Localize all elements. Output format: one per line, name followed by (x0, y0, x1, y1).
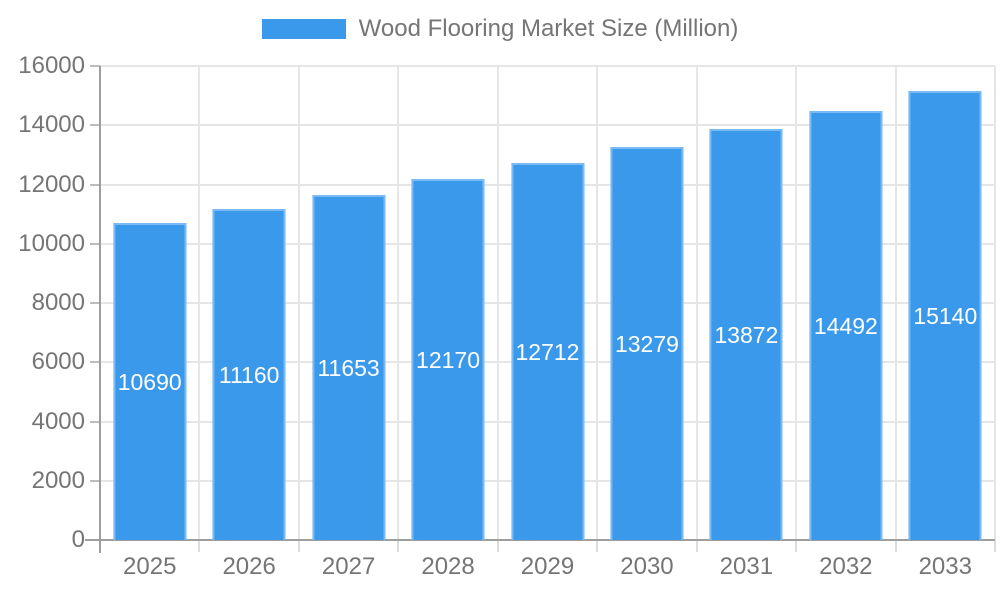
y-tick-mark (90, 124, 100, 127)
y-tick-label: 12000 (18, 170, 85, 198)
x-tick-label: 2026 (222, 553, 276, 580)
bar[interactable]: 11160 (212, 209, 286, 540)
x-tick-label: 2032 (819, 553, 873, 580)
legend-swatch-icon (261, 19, 346, 40)
x-gridline (894, 66, 897, 540)
x-axis-line (85, 539, 995, 541)
bar-value-label: 13279 (614, 330, 679, 357)
x-gridline (596, 66, 599, 540)
x-tick-label: 2031 (719, 553, 774, 580)
x-tick-label: 2027 (321, 553, 376, 580)
bar-value-label: 12170 (416, 347, 481, 374)
x-gridline (297, 66, 300, 540)
x-tick-mark (994, 540, 996, 552)
bar[interactable]: 11653 (312, 194, 386, 540)
x-tick-mark (496, 540, 499, 552)
bar[interactable]: 14492 (809, 110, 883, 540)
y-tick-label: 6000 (31, 348, 85, 376)
x-tick-mark (795, 540, 798, 552)
y-tick-mark (90, 479, 100, 482)
bar-value-label: 15140 (913, 303, 978, 330)
bar[interactable]: 15140 (908, 91, 982, 540)
x-tick-label: 2025 (123, 553, 177, 580)
y-axis-line (99, 66, 101, 553)
y-tick-label: 14000 (18, 111, 85, 139)
x-gridline (695, 66, 698, 540)
y-tick-mark (90, 65, 100, 67)
x-tick-label: 2029 (520, 553, 575, 580)
y-gridline (100, 124, 995, 127)
y-tick-label: 10000 (18, 229, 85, 257)
y-tick-label: 16000 (18, 52, 85, 79)
x-tick-mark (894, 540, 897, 552)
y-tick-mark (90, 361, 100, 364)
y-tick-label: 0 (71, 526, 85, 553)
x-tick-mark (397, 540, 400, 552)
bar-value-label: 11160 (218, 362, 280, 389)
y-tick-mark (90, 183, 100, 186)
x-gridline (198, 66, 201, 540)
x-gridline (994, 66, 996, 540)
bar-value-label: 13872 (714, 322, 779, 349)
y-gridline (100, 65, 995, 67)
bar[interactable]: 12170 (411, 179, 485, 540)
bar-value-label: 10690 (117, 369, 182, 396)
bar[interactable]: 12712 (510, 163, 585, 540)
x-tick-mark (297, 540, 300, 552)
x-tick-mark (596, 540, 599, 552)
y-tick-label: 2000 (31, 466, 85, 494)
x-tick-mark (695, 540, 698, 552)
y-tick-mark (90, 242, 100, 245)
x-gridline (795, 66, 798, 540)
plot-area: 0 2000 4000 6000 8000 10000 12000 14000 16000 20… (18, 52, 996, 580)
x-tick-label: 2030 (620, 553, 674, 580)
bar-value-label: 14492 (813, 312, 878, 339)
bar[interactable]: 10690 (113, 223, 187, 540)
bar[interactable]: 13279 (610, 146, 684, 540)
y-tick-label: 4000 (31, 407, 85, 435)
legend[interactable]: Wood Flooring Market Size (Million) (0, 15, 1000, 42)
bar-value-label: 11653 (317, 354, 380, 381)
legend-label: Wood Flooring Market Size (Million) (358, 15, 739, 42)
y-tick-mark (90, 302, 100, 304)
x-gridline (397, 66, 400, 540)
y-tick-label: 8000 (31, 289, 85, 316)
x-tick-label: 2033 (918, 553, 972, 580)
y-tick-mark (90, 420, 100, 423)
x-gridline (496, 66, 499, 540)
bar[interactable]: 13872 (709, 129, 783, 540)
x-tick-mark (198, 540, 201, 552)
x-tick-label: 2028 (421, 553, 475, 580)
bar-value-label: 12712 (515, 339, 580, 366)
